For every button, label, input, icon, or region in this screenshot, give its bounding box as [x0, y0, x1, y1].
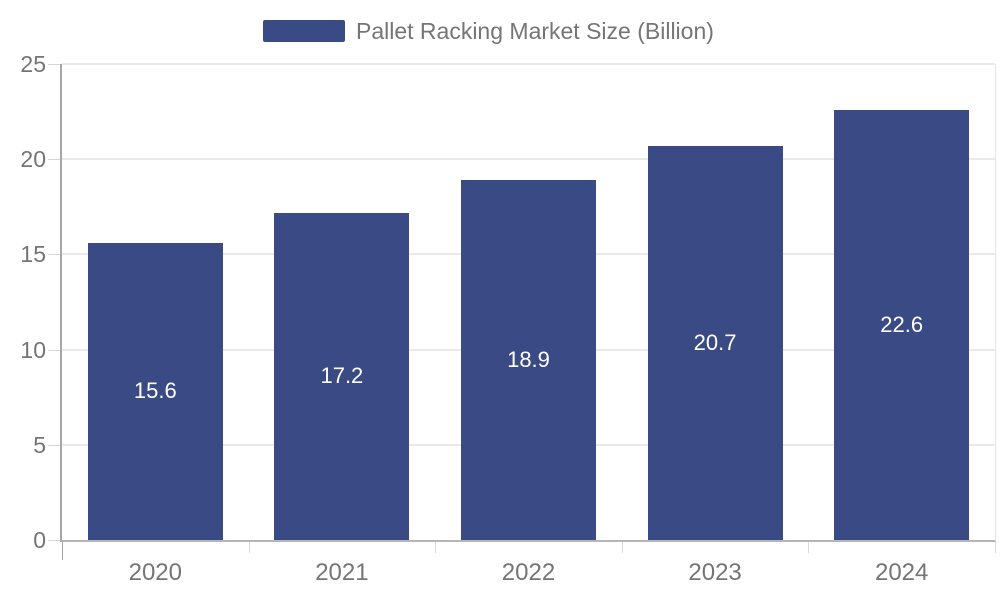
- plot-area: 0 5 10 15 20 25 15.6 2020 17.2 2021 18.9 2022 20.7 20…: [20, 52, 996, 586]
- bar-value-label: 17.2: [320, 363, 364, 389]
- legend-item[interactable]: Pallet Racking Market Size (Billion): [263, 17, 714, 44]
- x-axis-label-2023: 2023: [688, 559, 742, 586]
- y-axis-tick: [48, 159, 60, 161]
- bar-value-label: 18.9: [507, 347, 550, 373]
- y-axis-label: 0: [33, 527, 46, 553]
- y-axis-label: 20: [20, 146, 46, 173]
- y-axis-label: 10: [20, 336, 46, 363]
- y-axis-label: 15: [20, 241, 46, 268]
- legend-swatch: [263, 20, 345, 42]
- y-axis-tick: [48, 254, 60, 256]
- y-gridline: [62, 158, 995, 161]
- x-axis-tick: [435, 542, 437, 553]
- x-axis-tick: [808, 542, 810, 553]
- bar-value-label: 20.7: [693, 329, 737, 355]
- x-axis-tick: [995, 542, 996, 553]
- bar-2021[interactable]: 17.2: [274, 212, 410, 540]
- bar-2023[interactable]: 20.7: [647, 145, 783, 540]
- bar-2024[interactable]: 22.6: [834, 109, 970, 540]
- y-axis-tick: [48, 64, 60, 65]
- y-axis-tick: [48, 444, 60, 446]
- x-axis-tick: [621, 542, 623, 553]
- x-axis-label-2020: 2020: [128, 559, 182, 586]
- x-axis-label-2021: 2021: [315, 559, 369, 586]
- y-axis-label: 5: [33, 431, 46, 458]
- x-axis-tick: [62, 542, 63, 560]
- y-axis-tick: [48, 349, 60, 351]
- x-axis-tick: [248, 542, 250, 553]
- y-axis-tick: [48, 540, 60, 541]
- bar-2022[interactable]: 18.9: [461, 180, 596, 540]
- bar-value-label: 15.6: [133, 378, 177, 404]
- legend-label: Pallet Racking Market Size (Billion): [356, 17, 714, 44]
- x-axis-label-2024: 2024: [874, 559, 929, 586]
- bar-value-label: 22.6: [880, 311, 924, 337]
- bar-2020[interactable]: 15.6: [87, 242, 223, 540]
- x-axis-label-2022: 2022: [501, 559, 556, 586]
- y-gridline: [62, 63, 995, 65]
- y-axis-label: 25: [20, 51, 46, 77]
